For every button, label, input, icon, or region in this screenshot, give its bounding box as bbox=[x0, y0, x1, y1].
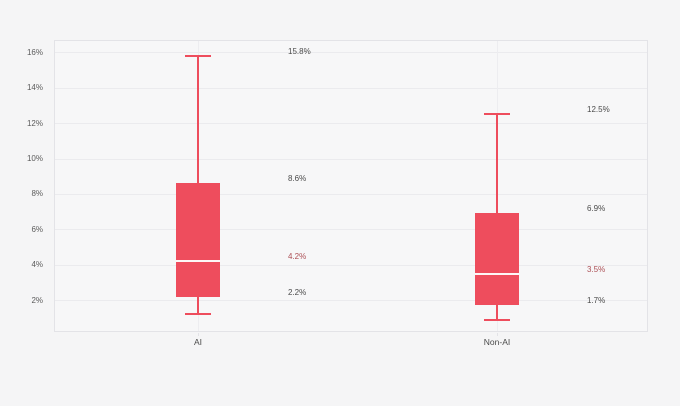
y-tick-label: 2% bbox=[31, 295, 43, 305]
y-tick-label: 6% bbox=[31, 224, 43, 234]
annotation-median: 4.2% bbox=[288, 252, 307, 262]
whisker-cap-max bbox=[484, 113, 510, 116]
box-ai[interactable] bbox=[176, 183, 220, 297]
annotation-q3: 8.6% bbox=[288, 174, 307, 184]
x-tick-label: AI bbox=[193, 337, 203, 347]
annotation-median: 3.5% bbox=[587, 264, 606, 274]
box-non-ai[interactable] bbox=[475, 213, 519, 306]
y-gridline bbox=[55, 87, 647, 89]
y-gridline bbox=[55, 300, 647, 302]
y-tick-label: 16% bbox=[26, 47, 43, 57]
whisker-cap-max bbox=[185, 54, 211, 57]
annotation-max: 12.5% bbox=[587, 105, 610, 115]
annotation-q3: 6.9% bbox=[587, 204, 606, 214]
plot-area bbox=[54, 40, 648, 332]
y-tick-label: 14% bbox=[26, 83, 43, 93]
whisker-cap-min bbox=[484, 318, 510, 321]
y-gridline bbox=[55, 123, 647, 125]
y-tick-label: 8% bbox=[31, 189, 43, 199]
median-line bbox=[475, 272, 519, 275]
y-tick-label: 4% bbox=[31, 260, 43, 270]
x-tickmark bbox=[198, 333, 199, 336]
y-gridline bbox=[55, 158, 647, 160]
x-tick-label: Non-AI bbox=[483, 337, 511, 347]
y-gridline bbox=[55, 52, 647, 54]
y-gridline bbox=[55, 264, 647, 266]
whisker-cap-min bbox=[185, 313, 211, 316]
x-tickmark bbox=[497, 333, 498, 336]
y-gridline bbox=[55, 229, 647, 231]
annotation-q1: 1.7% bbox=[587, 296, 606, 306]
annotation-max: 15.8% bbox=[288, 46, 311, 56]
median-line bbox=[176, 260, 220, 263]
y-gridline bbox=[55, 193, 647, 195]
y-tick-label: 12% bbox=[26, 118, 43, 128]
annotation-q1: 2.2% bbox=[288, 287, 307, 297]
y-tick-label: 10% bbox=[26, 154, 43, 164]
